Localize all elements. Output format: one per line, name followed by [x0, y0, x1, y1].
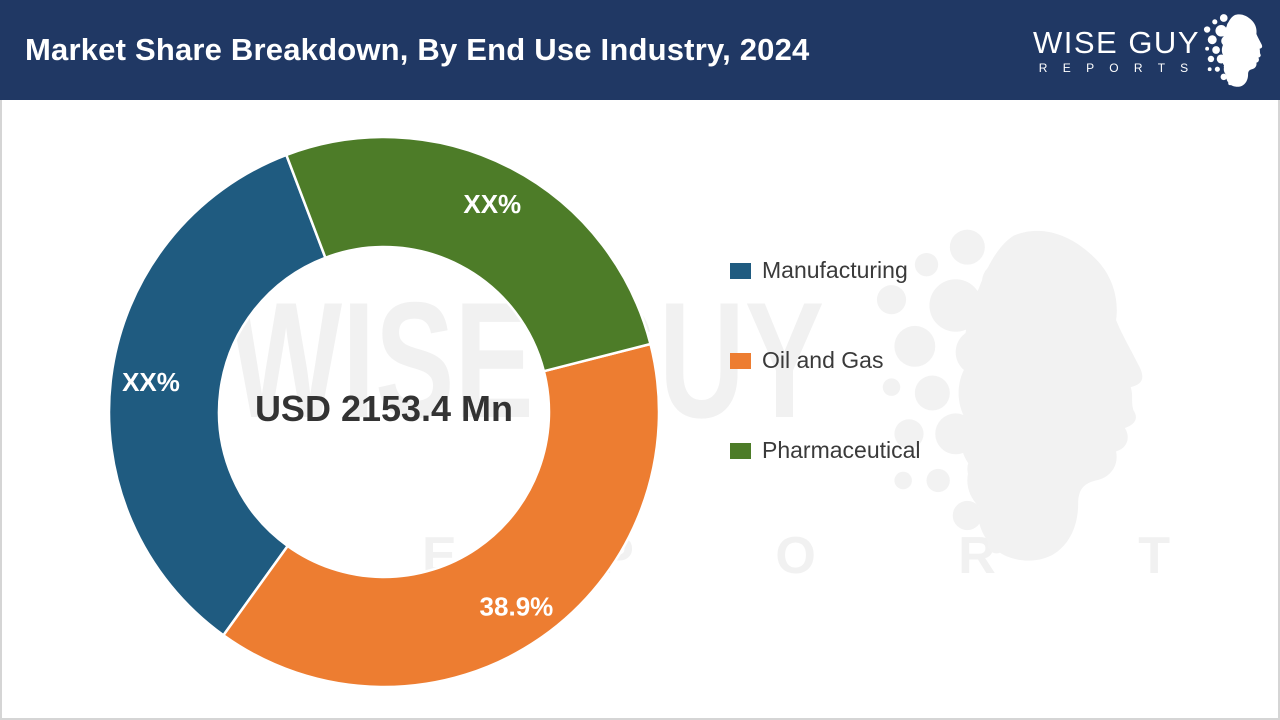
- legend-item-oil-and-gas: Oil and Gas: [730, 347, 921, 374]
- legend-label-manufacturing: Manufacturing: [762, 257, 908, 283]
- segment-label-oil-and-gas: 38.9%: [480, 591, 554, 621]
- legend-item-pharmaceutical: Pharmaceutical: [730, 437, 921, 464]
- header-bar: Market Share Breakdown, By End Use Indus…: [0, 0, 1280, 100]
- legend-swatch-oil-and-gas: [730, 352, 751, 369]
- donut-chart: XX% 38.9% XX%: [107, 135, 661, 689]
- chart-legend: Manufacturing Oil and Gas Pharmaceutical: [730, 257, 921, 464]
- page-title: Market Share Breakdown, By End Use Indus…: [25, 32, 810, 67]
- logo-wordmark: WISE GUY: [1032, 24, 1200, 60]
- legend-swatch-manufacturing: [730, 262, 751, 279]
- chart-panel: WISE GUY R E P O R T S: [0, 100, 1280, 720]
- legend-item-manufacturing: Manufacturing: [730, 257, 921, 284]
- donut-segment-manufacturing: [107, 153, 327, 637]
- donut-segment-pharmaceutical: [285, 135, 652, 373]
- segment-label-manufacturing: XX%: [122, 367, 180, 397]
- wise-guy-face-icon: [1203, 14, 1263, 87]
- logo-text: WISE GUY R E P O R T S: [1033, 27, 1200, 74]
- legend-swatch-pharmaceutical: [730, 442, 751, 459]
- legend-label-oil-and-gas: Oil and Gas: [762, 347, 884, 373]
- segment-label-pharmaceutical: XX%: [463, 189, 521, 219]
- watermark-face-icon: [876, 229, 1143, 561]
- chart-center-value: USD 2153.4 Mn: [254, 388, 514, 429]
- legend-label-pharmaceutical: Pharmaceutical: [762, 437, 921, 463]
- logo-subtitle: R E P O R T S: [1038, 60, 1195, 75]
- donut-segment-oil-and-gas: [222, 342, 661, 689]
- wise-guy-logo: WISE GUY R E P O R T S: [1033, 11, 1266, 89]
